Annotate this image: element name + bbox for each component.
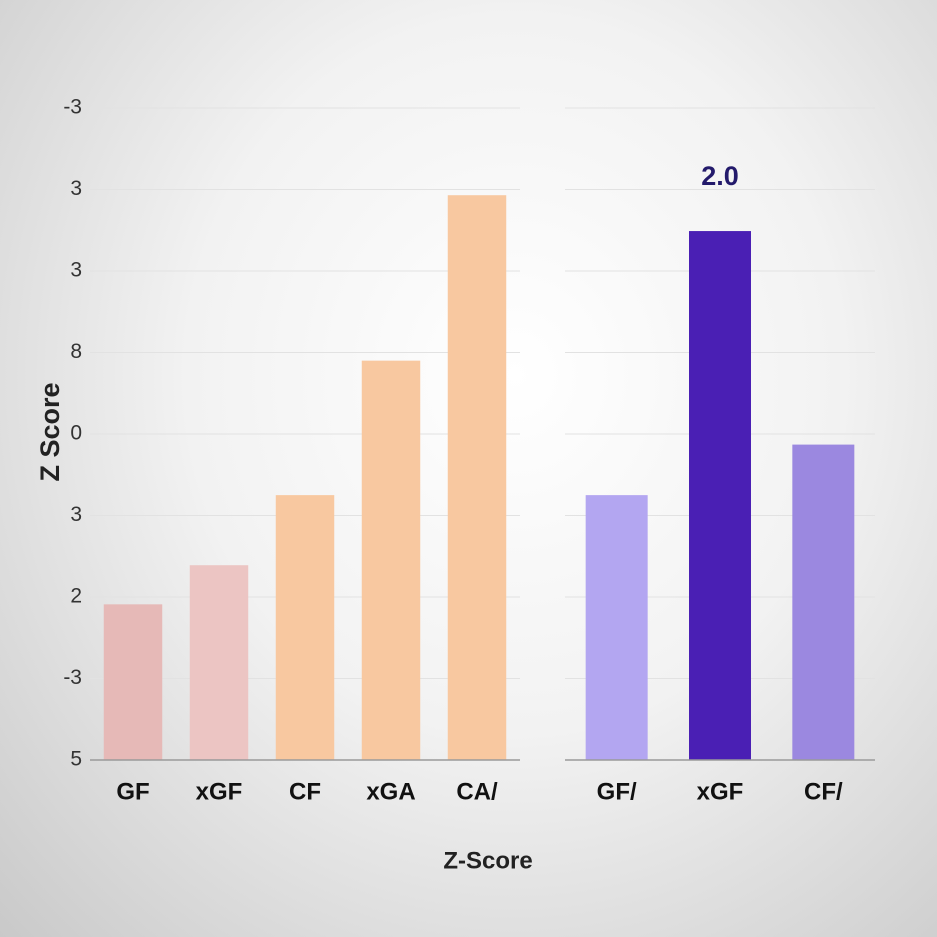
y-tick-label: 2 [70, 585, 82, 608]
bar [689, 231, 751, 760]
x-axis-label: Z-Score [443, 847, 532, 874]
x-tick-label: CA/ [456, 778, 498, 805]
bar [275, 495, 335, 760]
x-tick-label: CF/ [804, 778, 843, 805]
x-tick-label: GF [116, 778, 149, 805]
bar [103, 604, 163, 760]
x-tick-label: GF/ [597, 778, 637, 805]
bar [189, 565, 249, 760]
annotation: 2.0 [701, 161, 739, 191]
bar [585, 495, 648, 760]
bar [447, 195, 507, 760]
x-tick-label: xGF [697, 778, 744, 805]
y-tick-label: 3 [70, 259, 82, 282]
x-tick-label: xGA [366, 778, 415, 805]
y-tick-label: -3 [63, 666, 82, 689]
y-axis-label: Z Score [35, 382, 65, 481]
y-tick-label: 3 [70, 177, 82, 200]
y-tick-label: 8 [70, 340, 82, 363]
y-tick-label: 0 [70, 422, 82, 445]
bar [361, 360, 421, 760]
x-tick-label: CF [289, 778, 321, 805]
y-tick-label: 3 [70, 503, 82, 526]
y-tick-label: -3 [63, 96, 82, 119]
bar [792, 444, 855, 760]
y-tick-label: 5 [70, 748, 82, 771]
x-tick-label: xGF [196, 778, 243, 805]
